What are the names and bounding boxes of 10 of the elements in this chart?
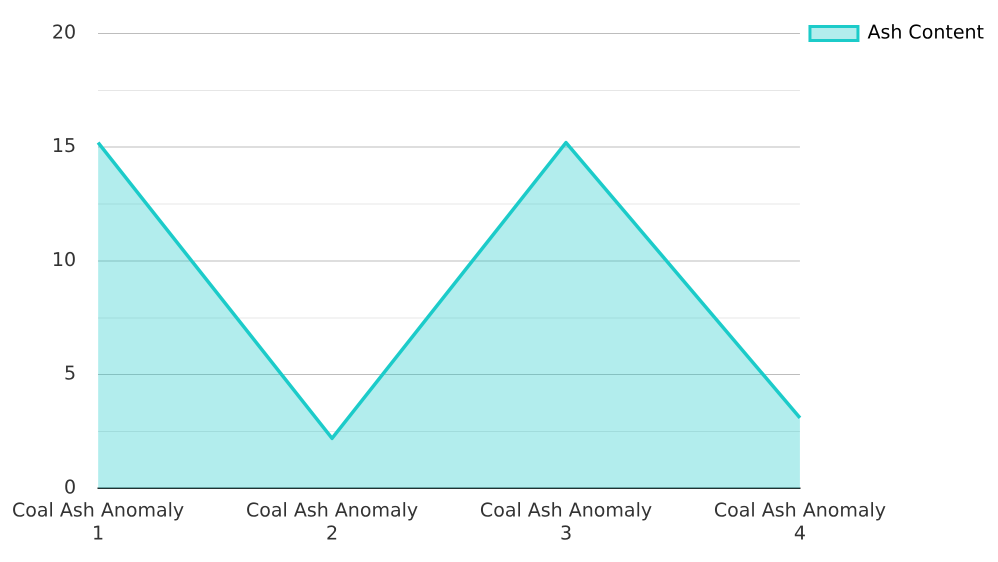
- y-tick-label: 5: [64, 362, 76, 385]
- y-tick-label: 15: [52, 135, 76, 158]
- x-tick-label: Coal Ash Anomaly 4: [714, 500, 886, 545]
- y-tick-label: 10: [52, 248, 76, 271]
- y-tick-label: 20: [52, 21, 76, 44]
- x-tick-label: Coal Ash Anomaly 2: [246, 500, 418, 545]
- x-tick-label: Coal Ash Anomaly 1: [12, 500, 184, 545]
- y-tick-label: 0: [64, 476, 76, 498]
- x-tick-label: Coal Ash Anomaly 3: [480, 500, 652, 545]
- legend-label: Ash Content: [867, 21, 984, 44]
